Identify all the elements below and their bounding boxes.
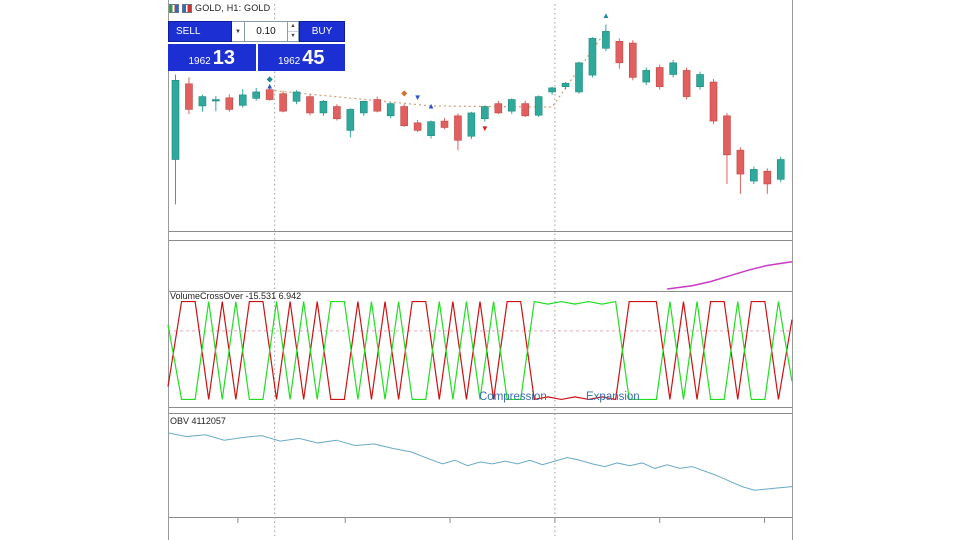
trade-prices-row: 1962 13 1962 45 [168,44,345,71]
candle-body [440,120,449,128]
buy-price-box[interactable]: 1962 45 [257,44,345,71]
candle-body [615,40,624,64]
volume-input[interactable] [245,21,288,42]
candle-body [346,109,355,131]
candle-body [642,70,651,83]
trade-marker: ▲ [266,81,274,90]
trade-controls-row: SELL ▼ ▲ ▼ BUY [168,21,345,42]
candle-body [628,42,637,78]
trend-dotted-line [269,30,607,108]
candle-body [548,87,556,93]
candle-body [588,38,597,76]
trade-marker: ▼ [481,124,489,133]
candle-body [306,96,314,114]
buy-price-pips: 45 [302,47,325,69]
candle-body [252,91,260,99]
candle-body [400,106,408,127]
candle-body [655,67,664,88]
candle-body [427,121,435,136]
volume-crossover-name: VolumeCrossOver [170,291,244,301]
candle-body [198,96,207,107]
sell-button[interactable]: SELL [168,21,232,42]
candle-body [507,99,516,112]
candle-body [575,62,583,93]
chart-title-bar: GOLD, H1: GOLD [169,3,270,13]
candle-body [171,80,180,160]
candle-body [696,74,704,88]
candle-body [279,93,287,112]
candle-body [750,169,758,182]
candlestick-chart-icon [182,3,192,13]
buy-button[interactable]: BUY [299,21,345,42]
trade-marker: ▼ [414,93,422,102]
candle-body [238,94,247,106]
upper-band-line [667,260,793,290]
obv-name: OBV [170,416,190,426]
candle-body [709,81,718,122]
candle-body [481,106,489,120]
volume-crossover-series-up-volume [167,300,793,401]
expansion-annotation: Expansion [586,391,640,403]
candle-body [333,106,341,120]
stepper-down-icon[interactable]: ▼ [288,31,298,41]
volume-stepper[interactable]: ▲ ▼ [288,21,299,42]
chart-title: GOLD, H1: GOLD [195,3,271,13]
volume-crossover-label: VolumeCrossOver -15.531 6.942 [170,291,301,301]
candle-body [292,91,301,102]
trade-marker: ◆ [267,74,274,83]
candle-body [212,99,220,102]
candle-body [521,103,530,117]
candle-body [602,31,610,49]
candle-body [494,103,503,114]
trade-marker: ▲ [602,11,610,20]
stepper-up-icon[interactable]: ▲ [290,23,296,29]
candle-body [454,115,462,141]
candle-body [776,159,785,180]
candle-body [359,100,368,114]
candle-body [265,89,274,100]
obv-label: OBV 4112057 [170,416,226,426]
sell-dropdown-button[interactable]: ▼ [232,21,245,42]
candle-body [386,103,395,117]
sell-price-box[interactable]: 1962 13 [168,44,256,71]
candle-body [225,97,234,110]
one-click-trading-panel: SELL ▼ ▲ ▼ BUY 1962 13 1962 45 [168,21,345,71]
compression-annotation: Compression [479,391,547,403]
obv-value: 4112057 [191,416,226,426]
candle-body [682,70,691,97]
volume-crossover-series-down-volume [167,300,793,401]
sell-price-pips: 13 [212,47,235,69]
candle-body [723,115,731,156]
candle-body [669,62,677,75]
candle-body [561,82,570,88]
trade-marker: ◆ [401,88,408,97]
trade-marker: ▲ [427,101,435,110]
sell-price-base: 1962 [188,56,211,67]
candle-body [534,96,543,116]
symbols-grid-icon [169,3,179,13]
candle-body [413,122,422,131]
candle-body [763,170,772,185]
obv-line [167,432,793,491]
buy-price-base: 1962 [278,56,301,67]
candle-body [467,112,476,137]
candle-body [736,149,745,175]
volume-crossover-values: -15.531 6.942 [245,291,302,301]
chevron-down-icon: ▼ [235,28,241,35]
candle-body [185,83,193,110]
candle-body [319,100,328,114]
candle-body [373,99,382,112]
